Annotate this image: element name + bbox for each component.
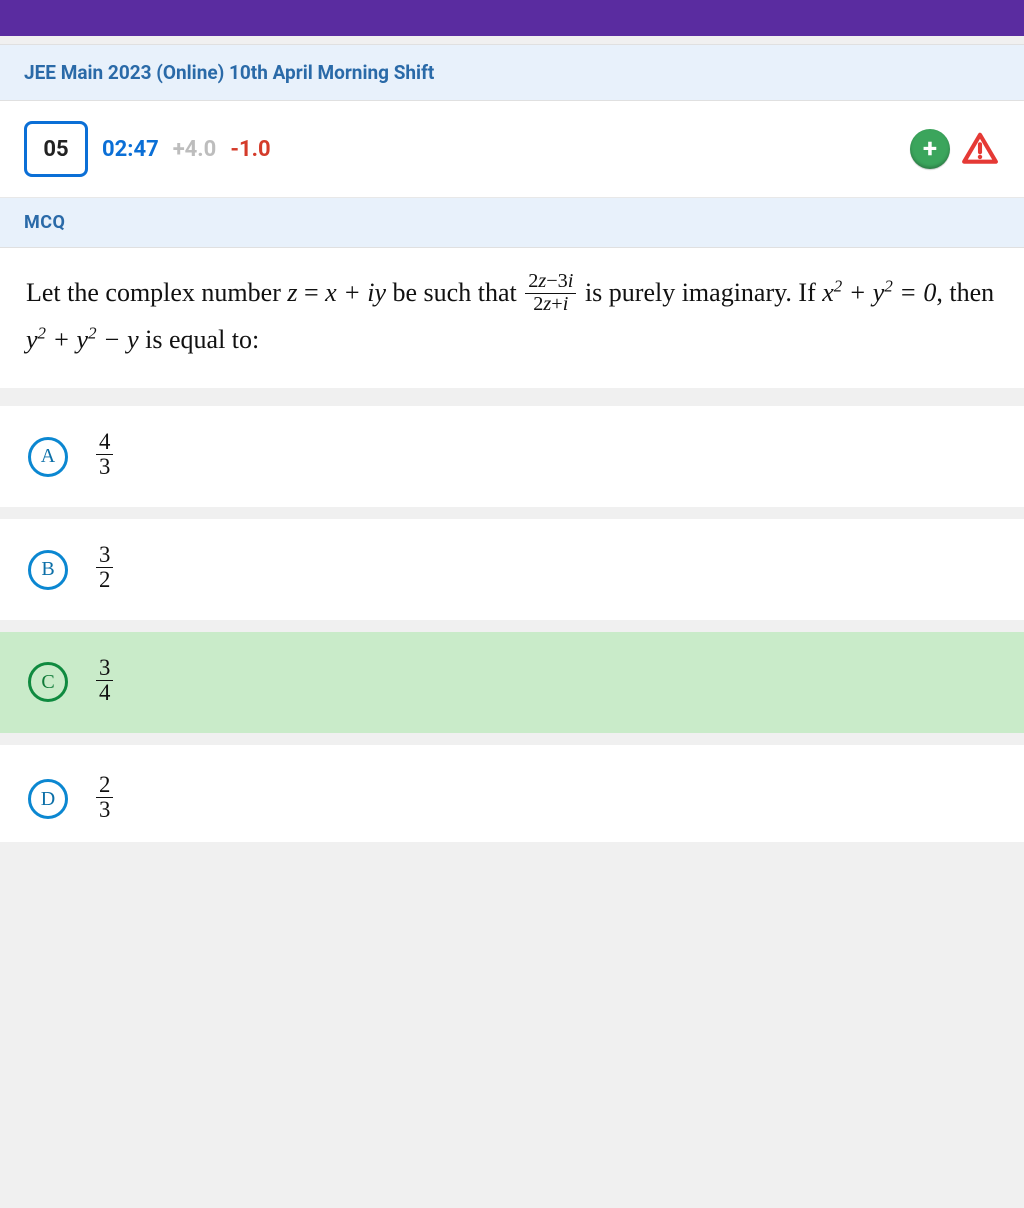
warning-icon <box>961 130 999 168</box>
question-number-box[interactable]: 05 <box>24 121 88 177</box>
option-letter-d: D <box>28 779 68 819</box>
q-eq1-rhs: x + iy <box>325 278 386 307</box>
positive-marks: +4.0 <box>173 137 217 162</box>
q-prefix: Let the complex number <box>26 278 287 307</box>
add-button[interactable]: + <box>910 129 950 169</box>
q-expr: y2 + y2 − y <box>26 325 139 354</box>
top-bar <box>0 0 1024 36</box>
option-letter-a: A <box>28 437 68 477</box>
info-left: 05 02:47 +4.0 -1.0 <box>24 121 271 177</box>
option-value-b: 32 <box>94 545 115 594</box>
question-type-row: MCQ <box>0 198 1024 248</box>
option-value-a: 43 <box>94 432 115 481</box>
option-letter-b: B <box>28 550 68 590</box>
question-number: 05 <box>43 137 68 162</box>
q-fraction: 2z−3i2z+i <box>525 271 576 315</box>
question-info-row: 05 02:47 +4.0 -1.0 + <box>0 101 1024 198</box>
negative-marks: -1.0 <box>230 137 270 162</box>
q-mid2: is purely imaginary. If <box>578 278 822 307</box>
q-mid1: be such that <box>386 278 523 307</box>
option-c[interactable]: C 34 <box>0 632 1024 733</box>
option-a[interactable]: A 43 <box>0 406 1024 507</box>
q-eq2: x2 + y2 = 0 <box>822 278 936 307</box>
exam-title: JEE Main 2023 (Online) 10th April Mornin… <box>24 61 434 84</box>
option-letter-c: C <box>28 662 68 702</box>
exam-header: JEE Main 2023 (Online) 10th April Mornin… <box>0 44 1024 101</box>
report-button[interactable] <box>960 129 1000 169</box>
option-d[interactable]: D 23 <box>0 745 1024 842</box>
option-value-d: 23 <box>94 775 115 824</box>
plus-icon: + <box>923 134 937 164</box>
q-mid3: , then <box>936 278 994 307</box>
info-right: + <box>910 129 1000 169</box>
q-suffix: is equal to: <box>139 325 260 354</box>
question-text: Let the complex number z = x + iy be suc… <box>0 248 1024 388</box>
options-list: A 43 B 32 C 34 D 23 <box>0 388 1024 841</box>
q-frac-num: 2z−3i <box>525 271 576 293</box>
q-frac-den: 2z+i <box>525 294 576 315</box>
option-b[interactable]: B 32 <box>0 519 1024 620</box>
q-var-z: z <box>287 278 297 307</box>
option-value-c: 34 <box>94 658 115 707</box>
timer: 02:47 <box>102 137 159 162</box>
question-type-label: MCQ <box>24 212 65 233</box>
